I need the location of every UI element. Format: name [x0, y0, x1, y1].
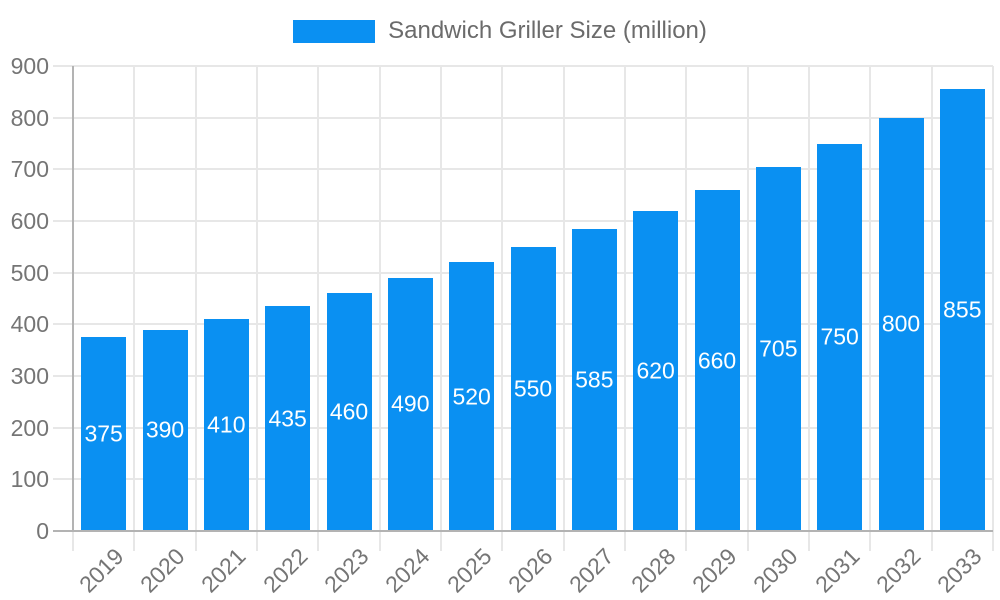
- bar: 550: [510, 246, 556, 531]
- bar-value-label: 435: [268, 405, 307, 432]
- bar-value-label: 750: [820, 323, 859, 350]
- bar: 390: [142, 329, 188, 531]
- x-gridline: [869, 66, 872, 551]
- x-axis-label: 2027: [564, 543, 619, 598]
- x-axis-label: 2019: [73, 543, 129, 598]
- x-axis-label: 2022: [257, 543, 313, 598]
- bar-value-label: 410: [207, 411, 246, 438]
- bar-value-label: 460: [329, 398, 369, 425]
- bar: 460: [326, 293, 372, 531]
- y-axis-label: 600: [10, 208, 49, 234]
- bar: 800: [878, 117, 924, 531]
- bar: 660: [694, 190, 740, 531]
- y-axis-label: 800: [10, 104, 49, 131]
- x-gridline: [562, 66, 565, 551]
- bar: 375: [81, 337, 127, 531]
- y-axis-label: 300: [10, 363, 49, 389]
- y-axis-label: 900: [10, 53, 49, 79]
- x-axis-label: 2029: [686, 543, 742, 598]
- bar: 410: [203, 319, 249, 531]
- x-gridline: [133, 66, 136, 551]
- x-gridline: [930, 66, 933, 551]
- bar-value-label: 585: [575, 366, 614, 393]
- x-axis-label: 2024: [380, 543, 435, 598]
- y-gridline: [53, 168, 993, 171]
- x-gridline: [624, 66, 626, 551]
- legend-swatch: [293, 19, 376, 43]
- bar-value-label: 550: [513, 375, 553, 402]
- bar: 620: [633, 210, 679, 531]
- x-axis-label: 2033: [932, 543, 987, 598]
- bar-value-label: 620: [636, 357, 675, 384]
- x-gridline: [808, 66, 810, 551]
- y-axis-label: 500: [10, 259, 49, 286]
- x-axis-label: 2021: [196, 543, 251, 598]
- x-axis-label: 2023: [318, 543, 374, 598]
- y-gridline: [53, 65, 993, 67]
- bar-value-label: 520: [452, 383, 491, 410]
- y-axis-label: 400: [10, 311, 49, 338]
- bar-value-label: 660: [697, 347, 737, 373]
- bar: 490: [387, 277, 433, 531]
- bar-value-label: 375: [84, 420, 123, 447]
- bar-value-label: 800: [881, 310, 921, 337]
- bar-value-label: 490: [391, 390, 430, 417]
- y-axis-label: 0: [36, 518, 49, 544]
- x-axis-label: 2030: [748, 543, 803, 598]
- y-axis-label: 700: [10, 156, 49, 183]
- y-axis-label: 200: [10, 414, 49, 441]
- bar: 750: [817, 143, 863, 531]
- x-gridline: [440, 66, 442, 551]
- x-axis-label: 2028: [625, 543, 681, 598]
- x-gridline: [685, 66, 688, 551]
- y-axis-line: [72, 66, 74, 531]
- y-gridline: [53, 220, 993, 222]
- x-axis-label: 2032: [870, 543, 926, 598]
- x-axis-label: 2025: [441, 543, 497, 598]
- bar: 585: [571, 228, 617, 531]
- x-gridline: [992, 66, 994, 551]
- y-gridline: [53, 116, 993, 119]
- legend: Sandwich Griller Size (million): [0, 15, 1000, 47]
- bar: 705: [755, 166, 801, 531]
- y-axis-label: 100: [10, 466, 49, 493]
- bar: 520: [449, 262, 495, 531]
- x-gridline: [317, 66, 320, 551]
- x-axis-line: [53, 530, 993, 532]
- bar: 435: [265, 306, 311, 531]
- x-axis-label: 2020: [134, 543, 190, 598]
- x-gridline: [256, 66, 258, 551]
- x-axis-label: 2026: [502, 543, 558, 598]
- x-gridline: [746, 66, 749, 551]
- bar: 855: [939, 89, 985, 531]
- x-gridline: [501, 66, 504, 551]
- legend-label: Sandwich Griller Size (million): [388, 17, 707, 44]
- bar-value-label: 855: [943, 296, 982, 323]
- x-gridline: [194, 66, 197, 551]
- bar-value-label: 705: [759, 335, 798, 362]
- x-axis-label: 2031: [809, 543, 865, 598]
- bar-value-label: 390: [145, 416, 185, 443]
- x-gridline: [378, 66, 381, 551]
